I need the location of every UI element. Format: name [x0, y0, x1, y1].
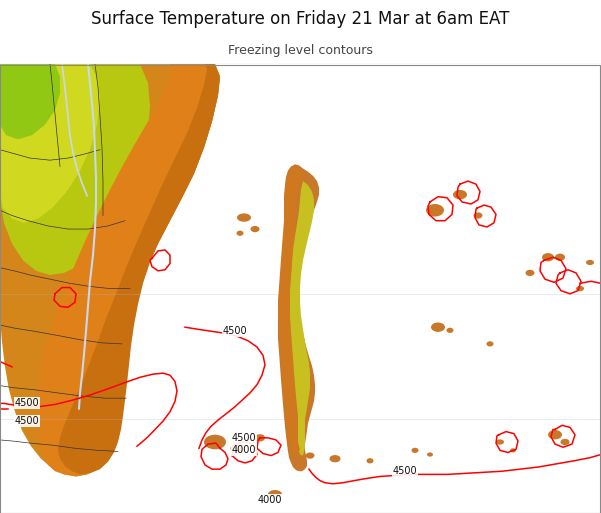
Polygon shape	[0, 64, 220, 477]
Ellipse shape	[576, 286, 584, 291]
Ellipse shape	[542, 253, 554, 262]
Text: 4500: 4500	[232, 433, 256, 443]
Ellipse shape	[525, 270, 534, 276]
Ellipse shape	[305, 452, 314, 459]
Ellipse shape	[268, 490, 282, 499]
Ellipse shape	[486, 341, 493, 346]
Ellipse shape	[231, 443, 245, 453]
Ellipse shape	[555, 253, 565, 261]
Ellipse shape	[204, 435, 226, 449]
Ellipse shape	[561, 439, 570, 445]
Polygon shape	[0, 64, 60, 140]
Text: Freezing level contours: Freezing level contours	[228, 44, 373, 56]
Polygon shape	[0, 64, 150, 275]
Ellipse shape	[427, 452, 433, 457]
Polygon shape	[58, 64, 220, 475]
Ellipse shape	[548, 430, 562, 440]
Text: 4500: 4500	[392, 466, 417, 476]
Ellipse shape	[474, 212, 483, 219]
Polygon shape	[37, 64, 220, 477]
Ellipse shape	[431, 323, 445, 332]
Ellipse shape	[251, 226, 260, 232]
Text: Surface Temperature on Friday 21 Mar at 6am EAT: Surface Temperature on Friday 21 Mar at …	[91, 10, 510, 28]
Ellipse shape	[329, 455, 341, 462]
Text: 4000: 4000	[232, 445, 256, 456]
Ellipse shape	[586, 260, 594, 265]
Polygon shape	[290, 181, 314, 456]
Ellipse shape	[412, 448, 418, 453]
Ellipse shape	[237, 213, 251, 222]
Polygon shape	[278, 164, 319, 471]
Polygon shape	[0, 64, 100, 223]
Text: 4500: 4500	[14, 399, 39, 408]
Text: 4500: 4500	[223, 326, 248, 337]
Text: 4000: 4000	[258, 496, 282, 505]
Ellipse shape	[447, 328, 454, 333]
Ellipse shape	[496, 440, 504, 445]
Ellipse shape	[426, 204, 444, 216]
Text: 4500: 4500	[14, 416, 39, 426]
Polygon shape	[278, 167, 302, 455]
Ellipse shape	[367, 458, 373, 463]
Ellipse shape	[237, 231, 243, 236]
Ellipse shape	[255, 434, 265, 442]
Ellipse shape	[453, 190, 467, 200]
Ellipse shape	[510, 448, 516, 452]
